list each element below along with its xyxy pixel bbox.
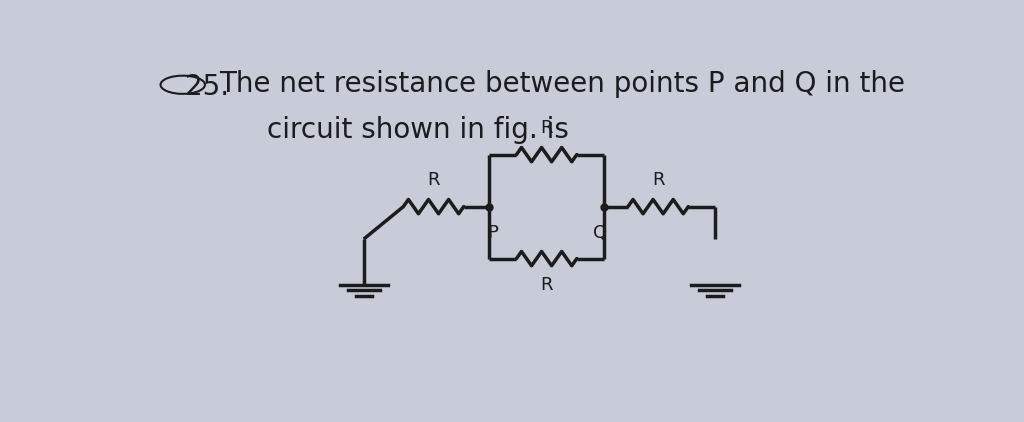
Text: The net resistance between points P and Q in the: The net resistance between points P and …: [219, 70, 905, 98]
Text: Q: Q: [593, 225, 607, 243]
Text: P: P: [487, 225, 499, 243]
Text: 25.: 25.: [185, 73, 229, 101]
Text: R: R: [652, 171, 665, 189]
Text: circuit shown in fig. is: circuit shown in fig. is: [267, 116, 568, 143]
Text: R: R: [541, 276, 553, 295]
Text: R: R: [541, 119, 553, 137]
Text: R: R: [427, 171, 439, 189]
